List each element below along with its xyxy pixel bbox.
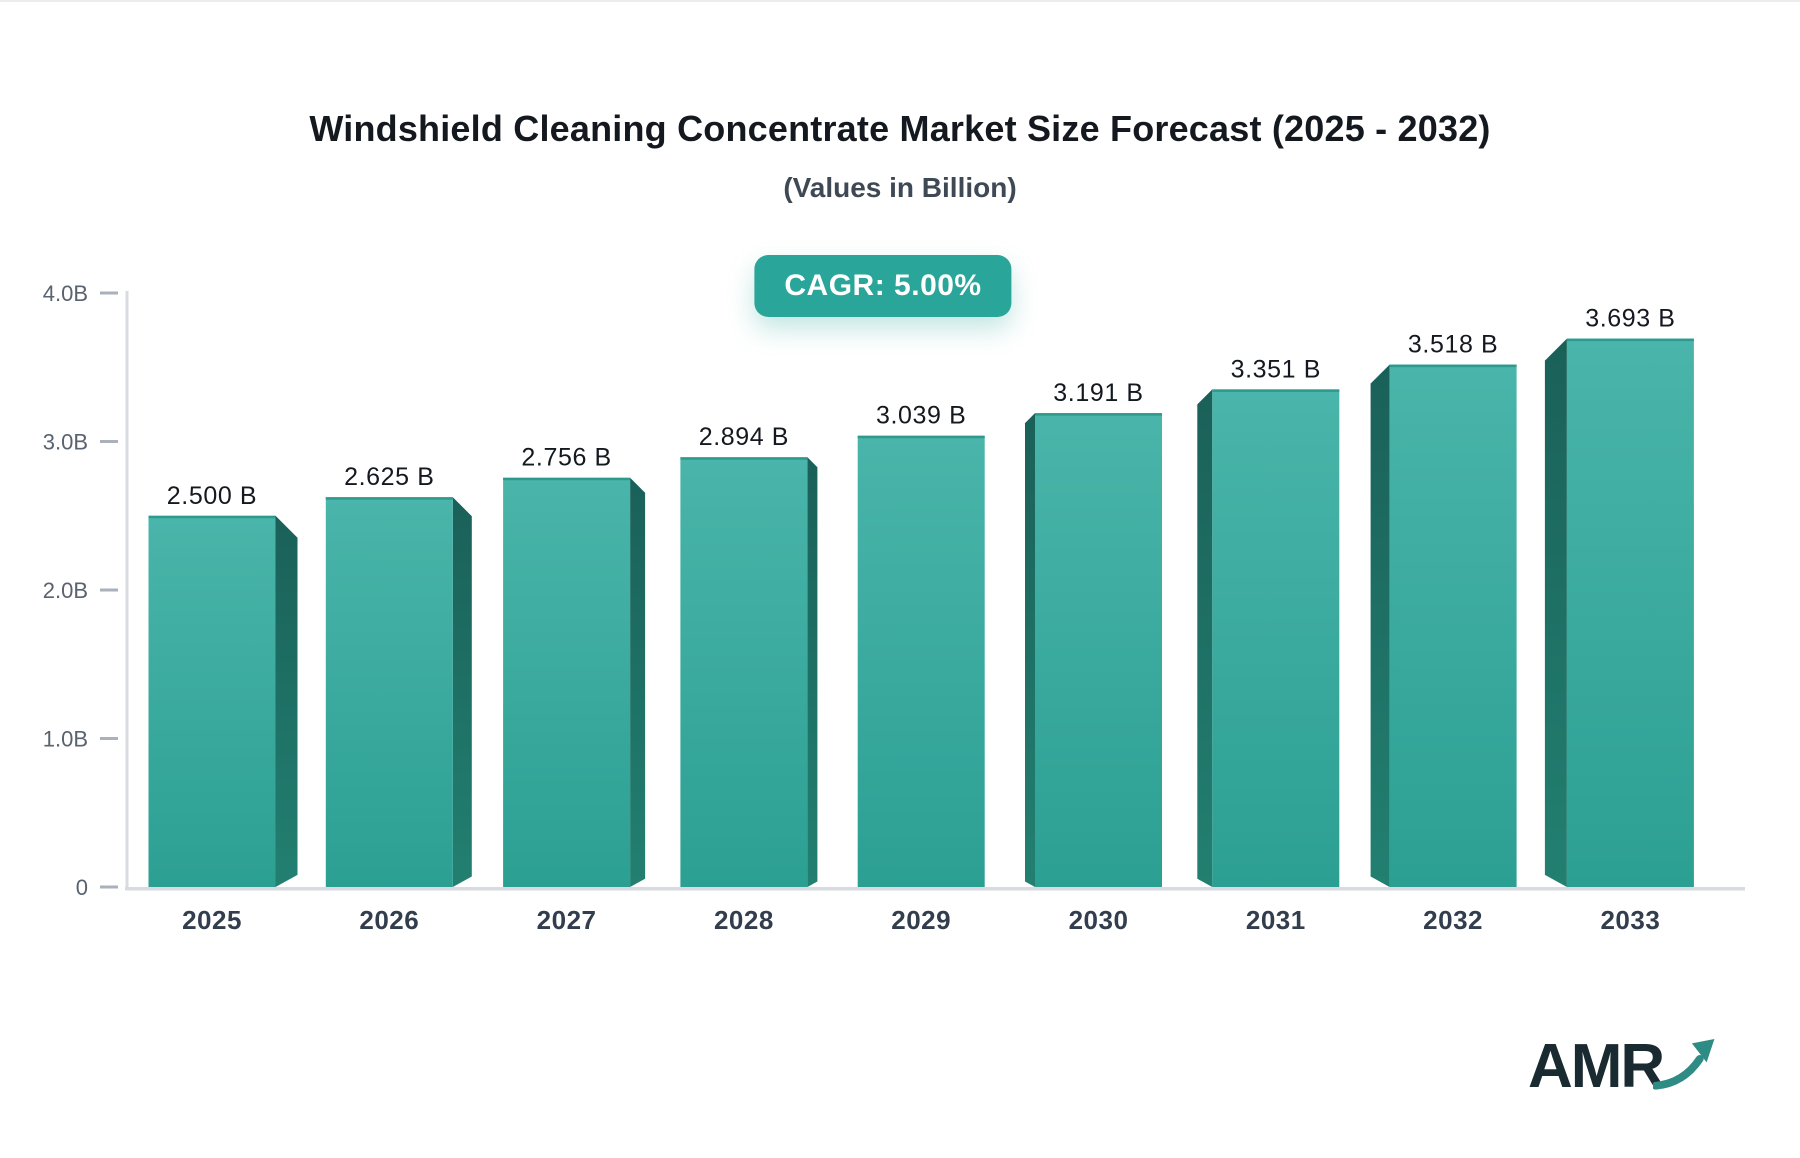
bar-2032: 3.518 B 2032 — [1370, 331, 1517, 935]
bar-value-label: 3.518 B — [1408, 331, 1498, 359]
bar-2031: 3.351 B 2031 — [1197, 355, 1340, 935]
bar-2027: 2.756 B 2027 — [503, 444, 646, 935]
bar-value-label: 2.625 B — [344, 463, 434, 491]
chart-title: Windshield Cleaning Concentrate Market S… — [309, 108, 1491, 149]
bar-side-face — [452, 497, 472, 887]
bar-front-face — [680, 457, 808, 887]
bar-value-label: 3.039 B — [876, 402, 966, 430]
y-tick-label: 1.0B — [43, 727, 88, 752]
bar-side-face — [630, 477, 646, 887]
bar-2025: 2.500 B 2025 — [148, 482, 298, 935]
bar-top-edge — [1566, 338, 1694, 342]
bar-value-label: 2.756 B — [521, 444, 611, 472]
amr-logo-text: AMR — [1528, 1032, 1665, 1101]
y-tick-label: 0 — [76, 875, 88, 900]
bar-top-edge — [325, 497, 453, 500]
bar-top-edge — [1389, 364, 1517, 368]
bar-top-edge — [503, 477, 631, 481]
y-tick-label: 4.0B — [43, 281, 88, 306]
bar-front-face — [1035, 413, 1162, 887]
bar-front-face — [1389, 364, 1517, 887]
y-tick-mark — [100, 588, 118, 592]
x-axis-category-label: 2031 — [1246, 905, 1306, 935]
bar-value-label: 3.351 B — [1231, 355, 1321, 383]
growth-arrow-tail — [1653, 1055, 1704, 1090]
bar-front-face — [325, 497, 453, 887]
bar-2030: 3.191 B 2030 — [1025, 379, 1162, 935]
bar-top-edge — [857, 435, 985, 439]
bar-top-edge — [1212, 389, 1340, 392]
bar-2033: 3.693 B 2033 — [1544, 305, 1694, 935]
bar-top-edge — [1035, 413, 1162, 416]
bar-value-label: 2.894 B — [699, 423, 789, 451]
bar-front-face — [1566, 338, 1694, 888]
chart-subtitle: (Values in Billion) — [783, 172, 1017, 203]
x-axis-category-label: 2030 — [1069, 905, 1129, 935]
bar-side-face — [1544, 338, 1567, 888]
bar-2029: 3.039 B 2029 — [857, 402, 985, 935]
bar-front-face — [1212, 389, 1340, 887]
y-tick-mark — [100, 291, 118, 295]
bar-side-face — [807, 457, 818, 887]
x-axis-line — [125, 887, 1745, 891]
x-axis-category-label: 2029 — [891, 905, 951, 935]
y-tick-mark — [100, 737, 118, 740]
x-axis-category-label: 2026 — [359, 905, 419, 935]
x-axis-category-label: 2033 — [1600, 905, 1660, 935]
bar-front-face — [148, 515, 276, 887]
bar-front-face — [857, 435, 985, 887]
amr-logo: AMR — [1528, 1036, 1717, 1098]
y-tick-label: 2.0B — [43, 578, 88, 603]
x-axis-category-label: 2028 — [714, 905, 774, 935]
growth-arrow-head — [1692, 1039, 1715, 1063]
growth-arrow-icon — [1653, 1039, 1715, 1090]
bar-side-face — [1025, 413, 1035, 887]
cagr-badge-label: CAGR: 5.00% — [784, 269, 982, 302]
y-axis-line — [125, 291, 129, 890]
bar-top-edge — [148, 515, 276, 519]
y-tick-mark — [100, 440, 118, 443]
bar-2028: 2.894 B 2028 — [680, 423, 818, 935]
cagr-badge: CAGR: 5.00% — [754, 255, 1012, 317]
bar-2026: 2.625 B 2026 — [325, 463, 472, 935]
bar-value-label: 3.693 B — [1585, 305, 1675, 333]
bar-top-edge — [680, 457, 808, 460]
bar-value-label: 2.500 B — [167, 482, 257, 510]
x-axis-category-label: 2032 — [1423, 905, 1483, 935]
bar-side-face — [275, 515, 298, 887]
x-axis-category-label: 2025 — [182, 905, 242, 935]
y-tick-mark — [100, 885, 118, 889]
x-axis-category-label: 2027 — [537, 905, 597, 935]
y-tick-label: 3.0B — [43, 430, 88, 455]
bar-front-face — [503, 477, 631, 887]
bar-side-face — [1370, 364, 1390, 887]
bar-value-label: 3.191 B — [1053, 379, 1143, 407]
bar-side-face — [1197, 389, 1213, 887]
